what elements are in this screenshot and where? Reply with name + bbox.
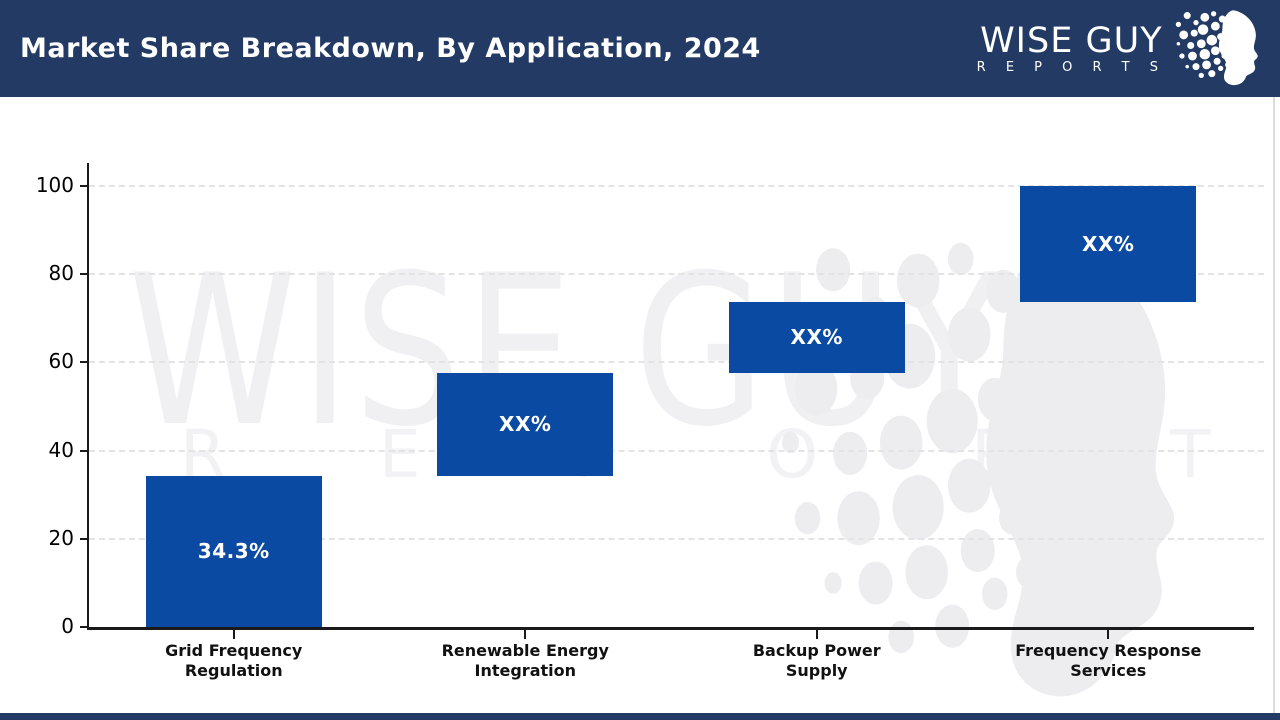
- y-axis-tick: [80, 626, 88, 628]
- y-axis-tick-label: 60: [48, 349, 74, 374]
- waterfall-bar: 34.3%: [145, 475, 322, 627]
- y-axis-tick-label: 0: [61, 614, 74, 638]
- y-axis-tick: [80, 537, 88, 540]
- x-category-label: Backup Power Supply: [675, 641, 959, 681]
- y-axis-tick-label: 20: [48, 525, 74, 550]
- x-category-label-line: Regulation: [184, 661, 283, 680]
- x-category-label-line: Services: [1070, 661, 1147, 680]
- bar-value-label: XX%: [1082, 231, 1135, 256]
- y-axis-tick-label: 40: [48, 437, 74, 462]
- page-title: Market Share Breakdown, By Application, …: [20, 33, 761, 64]
- x-category-label-line: Backup Power: [752, 641, 881, 660]
- waterfall-bar: XX%: [728, 301, 905, 373]
- x-category-label: Renewable Energy Integration: [383, 641, 667, 681]
- y-gridline: [89, 273, 1264, 276]
- x-category-label-line: Renewable Energy: [441, 641, 609, 660]
- wise-guy-reports-logo: WISE GUY R E P O R T S: [977, 6, 1268, 92]
- header-banner: Market Share Breakdown, By Application, …: [0, 0, 1280, 97]
- y-gridline: [89, 537, 1264, 540]
- y-axis-tick-label: 80: [48, 261, 74, 286]
- bar-value-label: XX%: [790, 325, 843, 350]
- y-gridline: [89, 449, 1264, 452]
- waterfall-bar: XX%: [1020, 186, 1197, 302]
- y-axis-tick-label: 100: [35, 173, 74, 197]
- waterfall-bar: XX%: [437, 372, 614, 476]
- x-axis-tick: [1107, 630, 1110, 639]
- logo-wordmark: WISE GUY: [980, 20, 1163, 61]
- y-axis-tick: [80, 273, 88, 276]
- y-gridline: [89, 185, 1264, 187]
- y-axis-line: [87, 163, 89, 629]
- bar-value-label: 34.3%: [197, 539, 270, 564]
- y-axis-tick: [80, 185, 88, 187]
- x-category-label-line: Frequency Response: [1015, 641, 1202, 660]
- bar-value-label: XX%: [499, 412, 552, 437]
- logo-text: WISE GUY R E P O R T S: [976, 20, 1166, 76]
- x-category-label: Grid Frequency Regulation: [92, 641, 376, 681]
- y-gridline: [89, 361, 1264, 364]
- footer-bar: [0, 713, 1280, 720]
- x-axis-tick: [524, 630, 527, 639]
- x-category-label: Frequency Response Services: [966, 641, 1250, 681]
- x-axis-line: [87, 627, 1254, 630]
- logo-subtext: R E P O R T S: [976, 60, 1166, 76]
- x-category-label-line: Grid Frequency: [165, 641, 303, 660]
- logo-face-icon: [1175, 10, 1258, 86]
- x-axis-tick: [232, 630, 235, 639]
- y-axis-tick: [80, 361, 88, 364]
- x-category-label-line: Supply: [785, 661, 848, 680]
- right-edge-divider: [1273, 97, 1275, 716]
- y-axis-tick: [80, 449, 88, 452]
- x-category-label-line: Integration: [474, 661, 577, 680]
- x-axis-tick: [815, 630, 818, 639]
